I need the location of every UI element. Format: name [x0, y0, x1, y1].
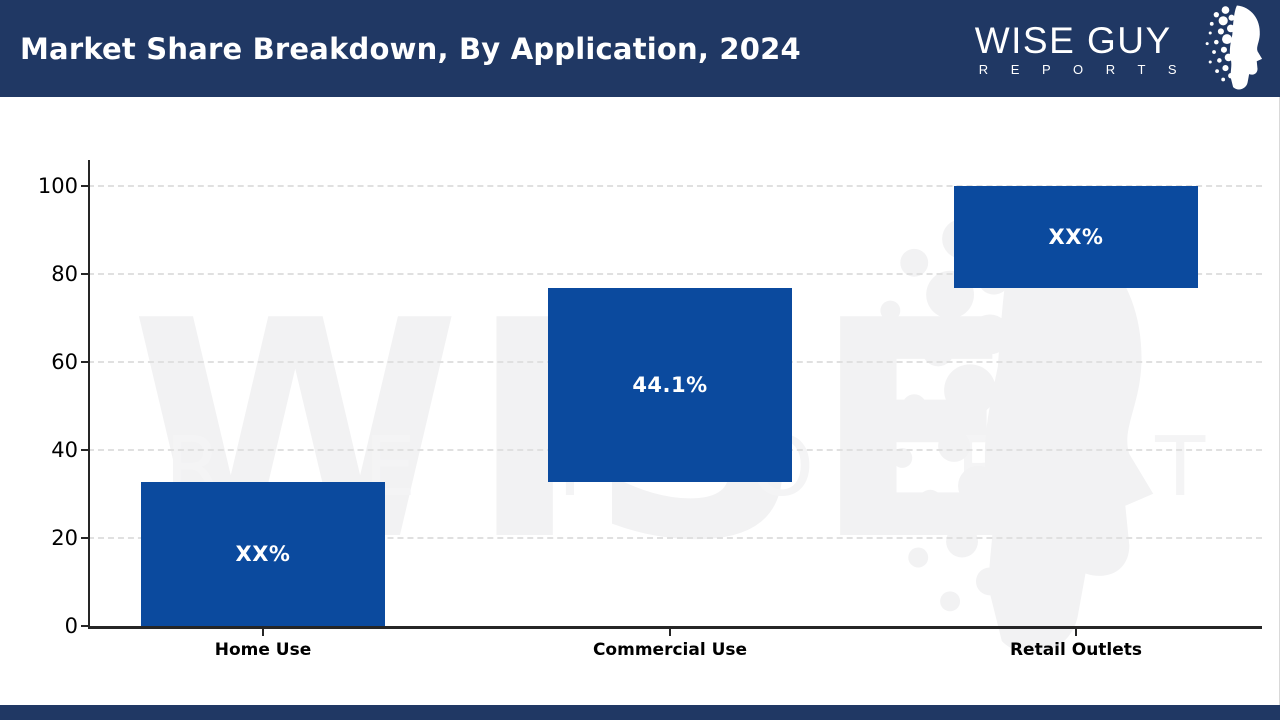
- y-tick-label: 20: [51, 526, 78, 550]
- x-axis-tick: [262, 629, 264, 636]
- bar-home-use: XX%: [141, 482, 385, 626]
- grid-line: [88, 537, 1262, 539]
- header-bar: Market Share Breakdown, By Application, …: [0, 0, 1280, 97]
- y-axis-tick: [81, 449, 88, 451]
- y-axis-line: [88, 160, 90, 628]
- x-category-label: Commercial Use: [592, 640, 748, 660]
- x-axis-tick: [1075, 629, 1077, 636]
- y-axis-tick: [81, 185, 88, 187]
- dotted-head-icon: [1205, 5, 1263, 90]
- grid-line: [88, 185, 1262, 187]
- bar-value-label: XX%: [235, 542, 291, 567]
- bar-value-label: XX%: [1048, 225, 1104, 250]
- x-axis-line: [88, 626, 1262, 629]
- wiseguy-logo-text: WISE GUY R E P O R T S: [975, 22, 1186, 76]
- y-tick-label: 0: [64, 614, 78, 638]
- y-axis-tick: [81, 625, 88, 627]
- x-category-label: Home Use: [214, 640, 312, 660]
- logo-subtitle: R E P O R T S: [978, 61, 1186, 77]
- y-axis-tick: [81, 361, 88, 363]
- y-tick-label: 40: [51, 438, 78, 462]
- y-tick-label: 80: [51, 262, 78, 286]
- page-title: Market Share Breakdown, By Application, …: [20, 31, 801, 66]
- bar-value-label: 44.1%: [632, 373, 708, 398]
- y-tick-label: 100: [37, 174, 78, 198]
- x-axis-tick: [669, 629, 671, 636]
- logo-wordmark: WISE GUY: [974, 19, 1172, 61]
- y-axis-tick: [81, 537, 88, 539]
- bar-retail-outlets: XX%: [954, 186, 1198, 289]
- x-category-label: Retail Outlets: [1009, 640, 1143, 660]
- bar-commercial-use: 44.1%: [548, 288, 792, 483]
- grid-line: [88, 273, 1262, 275]
- y-axis-tick: [81, 273, 88, 275]
- wiseguy-logo: WISE GUY R E P O R T S: [975, 4, 1280, 94]
- footer-bar: [0, 705, 1280, 720]
- y-tick-label: 60: [51, 350, 78, 374]
